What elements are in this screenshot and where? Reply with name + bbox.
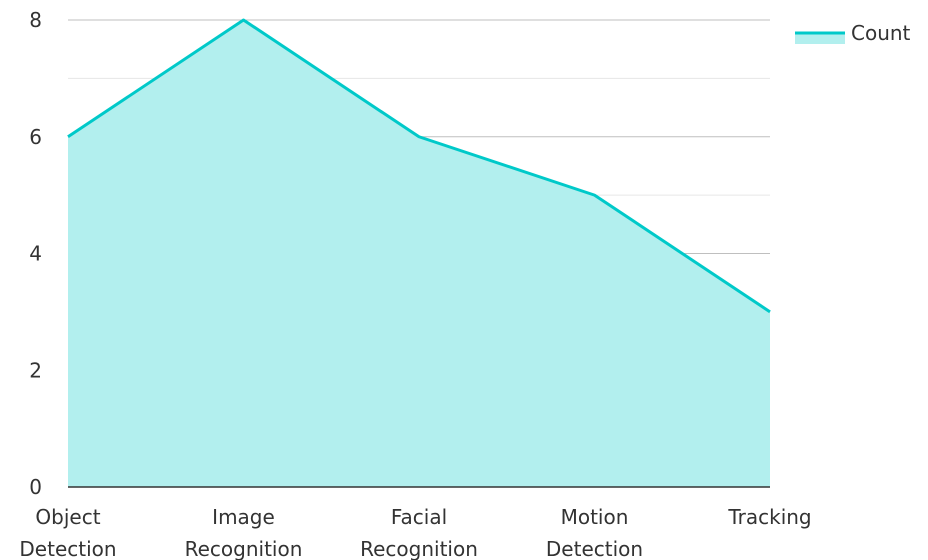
x-tick-label: Object Detection [19,505,116,560]
y-axis: 0 2 4 6 8 [29,8,42,499]
series-area-fill [68,20,770,487]
x-tick-label: Tracking [727,505,811,529]
series-area-layer [67,18,771,487]
legend[interactable]: Count [795,21,911,45]
x-tick-label-line: Motion [561,505,629,529]
x-tick-label-line: Detection [19,537,116,560]
x-tick-label: Image Recognition [185,505,303,560]
x-tick-label: Facial Recognition [360,505,478,560]
x-tick-label-line: Recognition [185,537,303,560]
legend-swatch-fill [795,32,845,44]
legend-label: Count [851,21,911,45]
x-tick-label-line: Detection [546,537,643,560]
y-tick-label: 0 [29,475,42,499]
x-tick-label-line: Object [35,505,100,529]
x-tick-label-line: Tracking [727,505,811,529]
y-tick-label: 6 [29,125,42,149]
y-tick-label: 8 [29,8,42,32]
y-tick-label: 2 [29,358,42,382]
y-tick-label: 4 [29,242,42,266]
x-tick-label-line: Facial [391,505,447,529]
x-tick-label-line: Recognition [360,537,478,560]
x-axis: Object Detection Image Recognition Facial Rec… [19,486,812,560]
x-tick-label: Motion Detection [546,505,643,560]
x-tick-label-line: Image [212,505,275,529]
